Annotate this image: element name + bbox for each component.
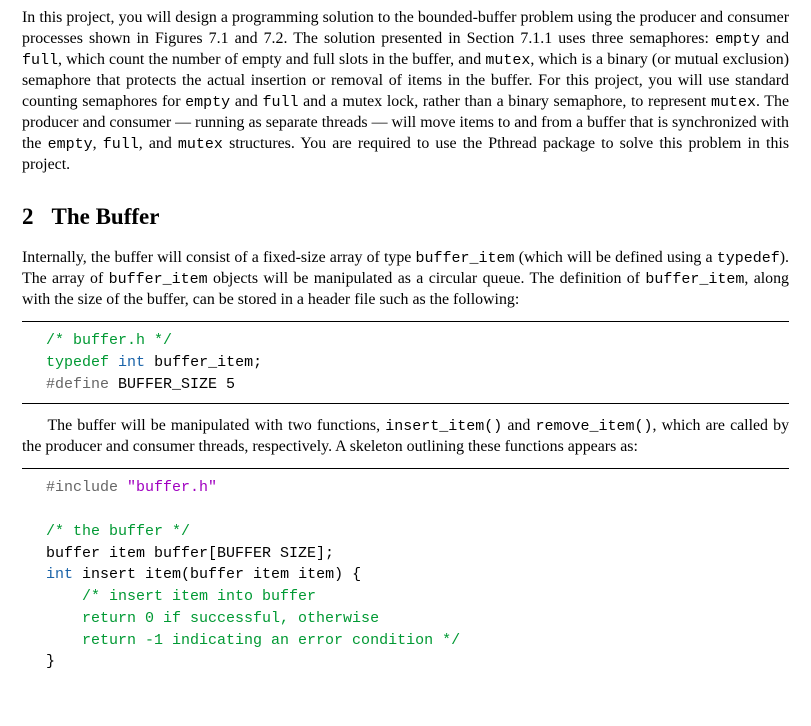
s2p2-t0: The buffer will be manipulated with two … xyxy=(47,417,385,434)
code-full-3: full xyxy=(103,136,139,153)
code-mutex-3: mutex xyxy=(178,136,223,153)
code2-insert-sig: insert item(buffer item item) { xyxy=(82,566,361,583)
code-empty-3: empty xyxy=(48,136,93,153)
section2-para2: The buffer will be manipulated with two … xyxy=(22,416,789,458)
s2p1-t0: Internally, the buffer will consist of a… xyxy=(22,249,416,266)
code-mutex-2: mutex xyxy=(711,94,756,111)
section-number: 2 xyxy=(22,202,34,232)
code-full-2: full xyxy=(262,94,298,111)
code2-comment-l6: /* insert item into buffer xyxy=(82,588,316,605)
code2-comment-buffer: /* the buffer */ xyxy=(46,523,190,540)
code-buffer-item-2: buffer_item xyxy=(109,271,208,288)
code-empty-2: empty xyxy=(185,94,230,111)
code-mutex-1: mutex xyxy=(485,52,530,69)
section2-para1: Internally, the buffer will consist of a… xyxy=(22,248,789,311)
code-block-buffer-c: #include "buffer.h" /* the buffer */ buf… xyxy=(22,468,789,673)
code-typedef: typedef xyxy=(717,250,780,267)
intro-text-7: , xyxy=(93,135,103,152)
code2-int: int xyxy=(46,566,73,583)
code2-buffer-decl: buffer item buffer[BUFFER SIZE]; xyxy=(46,545,334,562)
code2-include: #include xyxy=(46,479,118,496)
code2-comment-l8: return -1 indicating an error condition … xyxy=(82,632,460,649)
code1-int: int xyxy=(118,354,145,371)
code1-typedef: typedef xyxy=(46,354,109,371)
intro-text-1: and xyxy=(760,30,789,47)
code-buffer-item-3: buffer_item xyxy=(645,271,744,288)
code-buffer-item-1: buffer_item xyxy=(416,250,515,267)
code1-line1: /* buffer.h */ xyxy=(46,332,172,349)
s2p1-t3: objects will be manipulated as a circula… xyxy=(208,270,646,287)
intro-paragraph: In this project, you will design a progr… xyxy=(22,8,789,176)
code-block-buffer-h: /* buffer.h */ typedef int buffer_item; … xyxy=(22,321,789,404)
code1-define: #define xyxy=(46,376,109,393)
code1-buffer-item: buffer_item; xyxy=(154,354,262,371)
code2-comment-l7: return 0 if successful, otherwise xyxy=(82,610,379,627)
intro-text-4: and xyxy=(230,93,262,110)
intro-text-2: , which count the number of empty and fu… xyxy=(58,51,485,68)
s2p2-t1: and xyxy=(502,417,535,434)
section-title: The Buffer xyxy=(52,204,160,229)
intro-text-0: In this project, you will design a progr… xyxy=(22,9,789,47)
intro-text-5: and a mutex lock, rather than a binary s… xyxy=(298,93,710,110)
s2p1-t1: (which will be defined using a xyxy=(515,249,717,266)
code-remove-item: remove_item() xyxy=(535,418,652,435)
code-empty-1: empty xyxy=(715,31,760,48)
code2-close-brace: } xyxy=(46,653,55,670)
code-full-1: full xyxy=(22,52,58,69)
code1-buffer-size: BUFFER_SIZE 5 xyxy=(118,376,235,393)
section-2-heading: 2 The Buffer xyxy=(22,202,789,232)
code2-include-file: "buffer.h" xyxy=(127,479,217,496)
intro-text-8: , and xyxy=(139,135,178,152)
code-insert-item: insert_item() xyxy=(385,418,502,435)
